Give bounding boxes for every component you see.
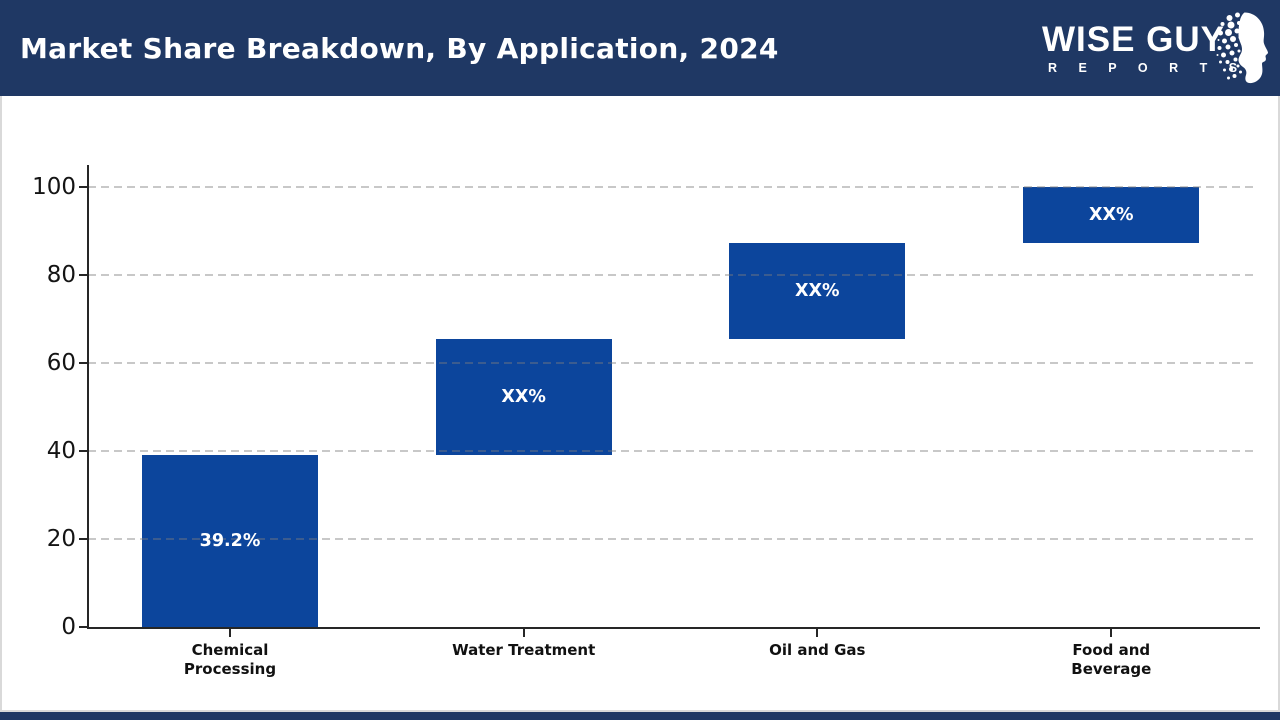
- footer-bar: [0, 712, 1280, 720]
- x-tick: [816, 629, 819, 637]
- y-tick-label: 20: [46, 526, 76, 552]
- y-tick-label: 40: [46, 438, 76, 464]
- y-tick-label: 60: [46, 350, 76, 376]
- y-tick: [79, 450, 88, 452]
- logo-head-icon: [1216, 12, 1268, 84]
- logo-text-wiseguy: WISE GUY: [1042, 20, 1226, 59]
- y-tick-label: 0: [61, 614, 76, 640]
- gridline: [88, 274, 1258, 276]
- gridline: [88, 450, 1258, 452]
- logo-text-reports: R E P O R T S: [1048, 61, 1247, 75]
- y-tick: [79, 538, 88, 540]
- y-tick: [79, 186, 88, 188]
- gridline: [88, 538, 1258, 540]
- x-category-label: Food and Beverage: [1071, 641, 1152, 678]
- x-category-label: Chemical Processing: [183, 641, 277, 678]
- bar-value-label: 39.2%: [199, 530, 261, 551]
- bar: [1023, 187, 1200, 243]
- y-axis-line: [87, 165, 89, 629]
- x-tick: [1110, 629, 1113, 637]
- bar: [729, 242, 906, 339]
- y-tick: [79, 626, 88, 628]
- y-tick: [79, 274, 88, 276]
- bar-value-label: XX%: [795, 280, 840, 301]
- gridline: [88, 186, 1258, 188]
- y-tick: [79, 362, 88, 364]
- gridline: [88, 362, 1258, 364]
- x-tick: [522, 629, 525, 637]
- wiseguy-logo: WISE GUY R E P O R T S: [1040, 9, 1275, 89]
- x-tick: [229, 629, 231, 637]
- bar-value-label: XX%: [1089, 204, 1134, 225]
- x-category-label: Water Treatment: [452, 641, 596, 659]
- y-tick-label: 100: [32, 174, 76, 200]
- bar: [142, 454, 318, 627]
- x-category-label: Oil and Gas: [769, 641, 866, 659]
- x-axis-line: [87, 627, 1260, 629]
- bar-value-label: XX%: [501, 386, 546, 407]
- header-banner: Market Share Breakdown, By Application, …: [0, 0, 1280, 96]
- bar: [435, 338, 612, 455]
- page-title: Market Share Breakdown, By Application, …: [20, 31, 779, 65]
- y-tick-label: 80: [46, 262, 76, 288]
